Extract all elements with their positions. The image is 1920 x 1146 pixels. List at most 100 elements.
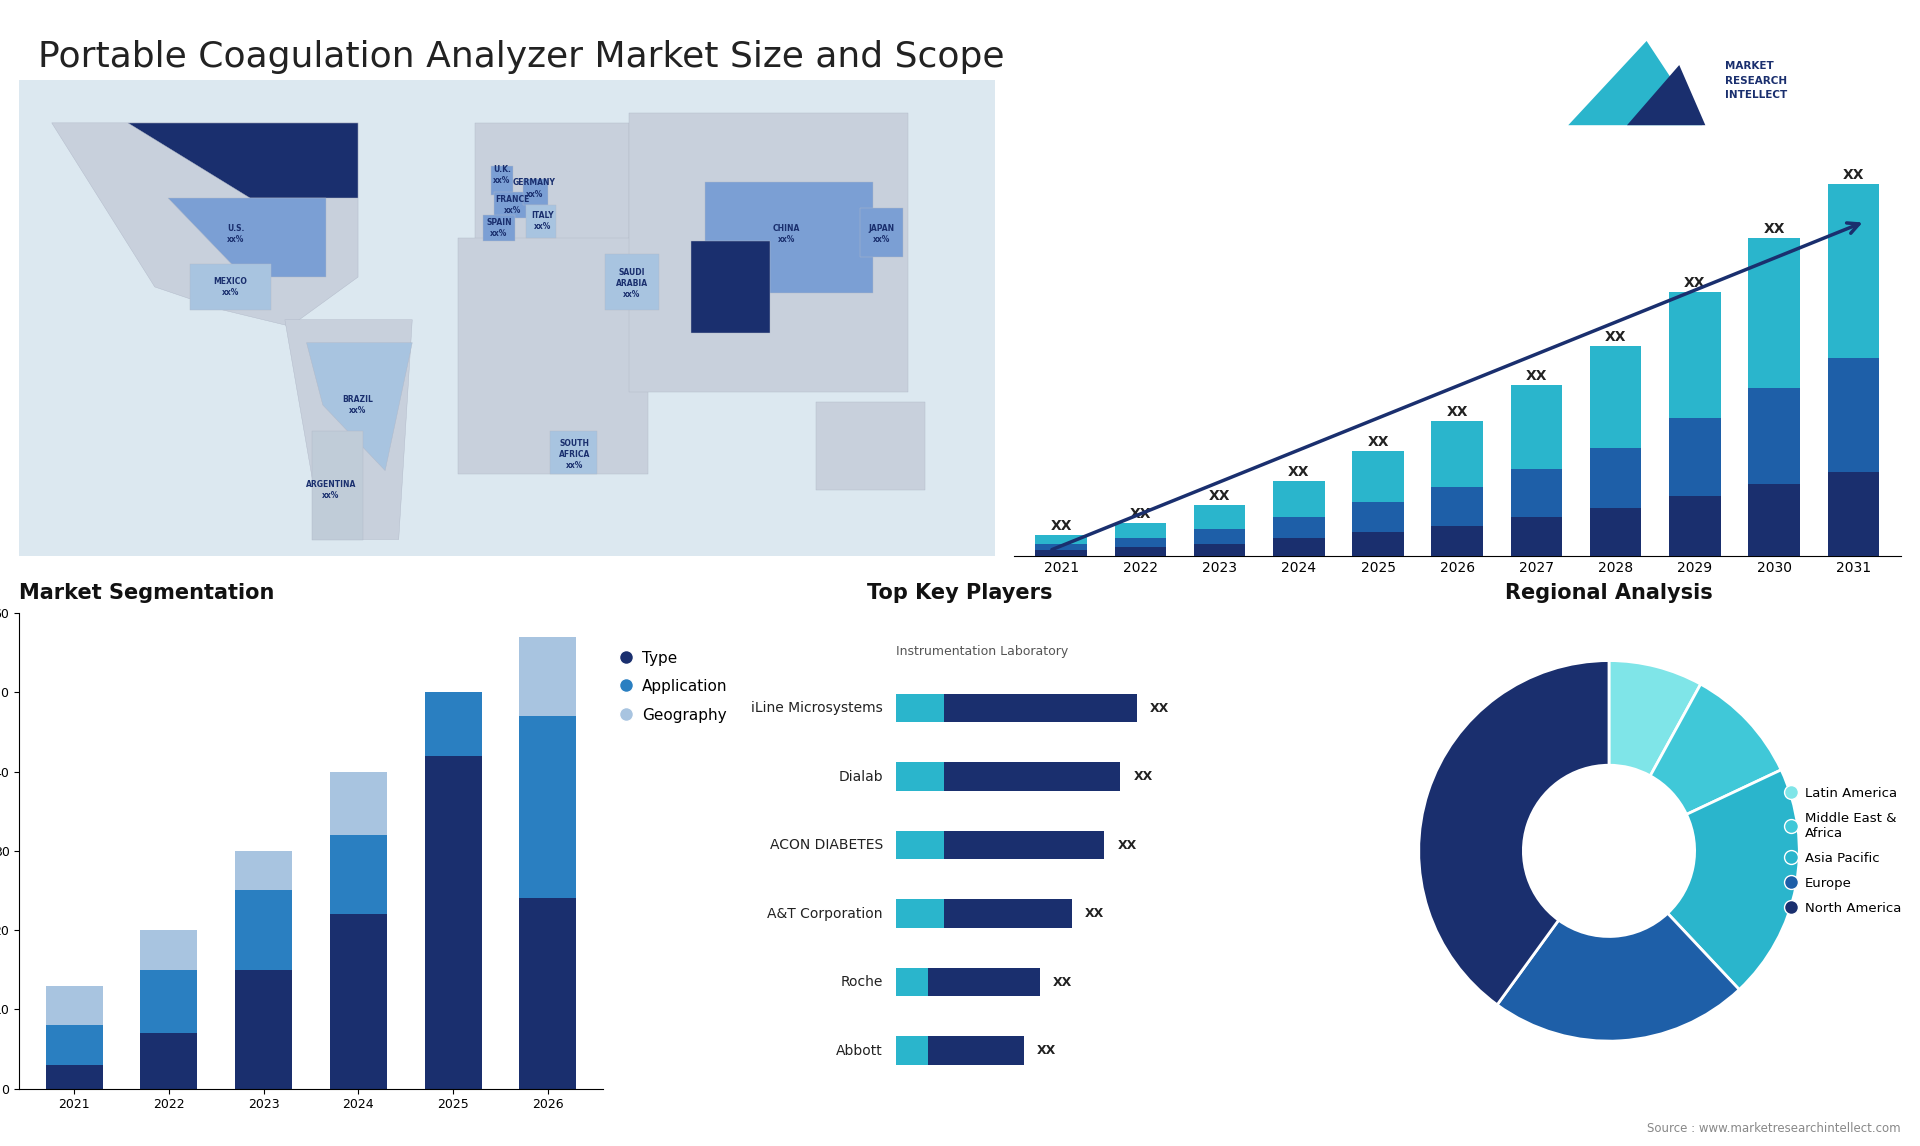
Polygon shape xyxy=(705,182,874,293)
Text: FRANCE
xx%: FRANCE xx% xyxy=(495,195,530,215)
Polygon shape xyxy=(474,123,630,244)
Wedge shape xyxy=(1498,913,1740,1041)
Polygon shape xyxy=(1569,41,1703,125)
Bar xyxy=(46,986,102,1026)
Text: XX: XX xyxy=(1050,518,1071,533)
Text: INDIA
xx%: INDIA xx% xyxy=(707,280,732,300)
Bar xyxy=(897,693,945,722)
Bar xyxy=(520,898,576,1089)
Polygon shape xyxy=(526,205,557,237)
Text: CHINA
xx%: CHINA xx% xyxy=(772,225,801,244)
Bar xyxy=(1828,358,1880,472)
Text: XX: XX xyxy=(1367,434,1388,448)
Text: Market Segmentation: Market Segmentation xyxy=(19,583,275,603)
Bar xyxy=(897,968,927,996)
Text: MEXICO
xx%: MEXICO xx% xyxy=(213,277,248,297)
Bar xyxy=(1194,529,1246,544)
Text: SPAIN
xx%: SPAIN xx% xyxy=(486,218,513,238)
Bar xyxy=(46,1026,102,1065)
Text: XX: XX xyxy=(1843,167,1864,182)
Text: XX: XX xyxy=(1605,330,1626,344)
Bar xyxy=(140,1034,198,1089)
Bar xyxy=(424,692,482,755)
Bar xyxy=(1828,185,1880,358)
Title: Regional Analysis: Regional Analysis xyxy=(1505,583,1713,603)
Text: U.K.
xx%: U.K. xx% xyxy=(493,165,511,186)
Bar xyxy=(1352,532,1404,556)
Bar xyxy=(1116,537,1165,547)
Text: XX: XX xyxy=(1085,908,1104,920)
Polygon shape xyxy=(482,214,515,241)
Bar xyxy=(897,900,945,928)
Polygon shape xyxy=(691,241,770,332)
Text: ACON DIABETES: ACON DIABETES xyxy=(770,838,883,853)
Bar xyxy=(1035,535,1087,544)
Polygon shape xyxy=(52,123,357,327)
Bar xyxy=(1194,544,1246,556)
Bar xyxy=(330,835,386,915)
Bar xyxy=(1116,523,1165,537)
Text: ARGENTINA
xx%: ARGENTINA xx% xyxy=(305,480,355,501)
Bar xyxy=(1511,469,1563,517)
Text: XX: XX xyxy=(1763,222,1786,236)
Bar xyxy=(897,693,1137,722)
Bar xyxy=(236,970,292,1089)
Bar xyxy=(1352,452,1404,502)
Bar xyxy=(897,762,945,791)
Bar xyxy=(140,970,198,1034)
Wedge shape xyxy=(1649,684,1782,815)
Text: XX: XX xyxy=(1210,488,1231,503)
Text: MARKET
RESEARCH
INTELLECT: MARKET RESEARCH INTELLECT xyxy=(1724,61,1788,101)
Bar xyxy=(1668,292,1720,418)
Text: XX: XX xyxy=(1288,464,1309,479)
Polygon shape xyxy=(127,123,357,198)
Bar xyxy=(1116,547,1165,556)
Polygon shape xyxy=(190,264,271,309)
Bar xyxy=(1432,526,1482,556)
Bar xyxy=(424,755,482,1089)
Text: A&T Corporation: A&T Corporation xyxy=(768,906,883,920)
Bar xyxy=(1749,484,1799,556)
Bar xyxy=(520,637,576,716)
Text: JAPAN
xx%: JAPAN xx% xyxy=(868,225,895,244)
Bar xyxy=(520,716,576,898)
Bar xyxy=(1432,421,1482,487)
Text: BRAZIL
xx%: BRAZIL xx% xyxy=(342,395,374,415)
Text: GERMANY
xx%: GERMANY xx% xyxy=(513,179,555,198)
Bar xyxy=(1035,544,1087,550)
Bar xyxy=(1668,418,1720,496)
Text: iLine Microsystems: iLine Microsystems xyxy=(751,701,883,715)
Bar xyxy=(1273,517,1325,537)
Polygon shape xyxy=(860,209,902,258)
Polygon shape xyxy=(524,179,547,205)
Text: XX: XX xyxy=(1684,276,1705,290)
Bar xyxy=(1194,505,1246,529)
Text: Abbott: Abbott xyxy=(837,1044,883,1058)
Bar xyxy=(1749,388,1799,484)
Polygon shape xyxy=(1626,65,1705,125)
Polygon shape xyxy=(492,165,513,195)
Text: Dialab: Dialab xyxy=(839,770,883,784)
Bar xyxy=(1035,550,1087,556)
Bar xyxy=(897,900,1073,928)
Wedge shape xyxy=(1668,770,1799,989)
Text: Roche: Roche xyxy=(841,975,883,989)
Bar xyxy=(897,831,1104,860)
Bar xyxy=(1511,385,1563,469)
Polygon shape xyxy=(630,113,908,392)
Polygon shape xyxy=(307,343,413,471)
Text: XX: XX xyxy=(1129,507,1152,520)
Polygon shape xyxy=(459,237,649,474)
Text: XX: XX xyxy=(1117,839,1137,851)
Text: XX: XX xyxy=(1052,975,1073,989)
Bar xyxy=(1273,481,1325,517)
Bar xyxy=(897,968,1041,996)
Polygon shape xyxy=(551,431,597,474)
Text: XX: XX xyxy=(1526,369,1548,383)
Bar xyxy=(1590,448,1642,508)
Polygon shape xyxy=(169,198,326,277)
Text: SOUTH
AFRICA
xx%: SOUTH AFRICA xx% xyxy=(559,439,591,470)
Polygon shape xyxy=(816,402,925,490)
Bar xyxy=(1749,238,1799,388)
Bar xyxy=(1352,502,1404,532)
